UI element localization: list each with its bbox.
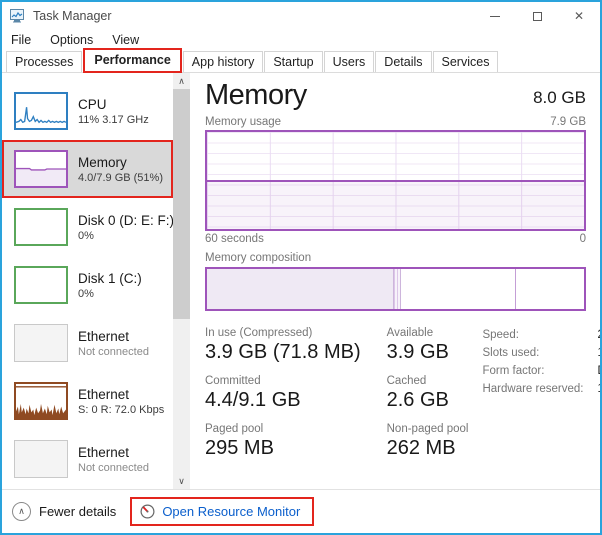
stat-in-use: In use (Compressed) 3.9 GB (71.8 MB)	[205, 327, 361, 363]
tab-processes[interactable]: Processes	[6, 51, 83, 72]
sidebar-item-cpu[interactable]: CPU 11% 3.17 GHz	[2, 82, 173, 140]
maximize-icon	[532, 11, 542, 21]
title-bar: Task Manager ✕	[2, 2, 600, 30]
sidebar-item-label: Ethernet	[78, 444, 130, 460]
sidebar-item-label: Ethernet	[78, 328, 130, 344]
memory-composition-label: Memory composition	[205, 252, 312, 264]
tab-services[interactable]: Services	[432, 51, 499, 72]
sidebar-item-detail: 0%	[78, 287, 94, 300]
scroll-up-icon[interactable]: ∧	[178, 75, 185, 86]
menu-view[interactable]: View	[112, 33, 140, 47]
sidebar-item-detail: Not connected	[78, 345, 149, 358]
menu-bar: File Options View	[2, 30, 600, 50]
axis-label-left: 60 seconds	[205, 233, 264, 245]
chevron-up-icon: ∧	[12, 502, 31, 521]
resource-list: CPU 11% 3.17 GHz Memory 4.0/7.9 GB (51%)	[2, 73, 173, 489]
sidebar-item-label: Disk 0 (D: E: F:)	[78, 212, 173, 228]
stat-cached: Cached 2.6 GB	[386, 375, 449, 411]
scroll-down-icon[interactable]: ∨	[178, 475, 185, 486]
scrollbar-track[interactable]	[173, 89, 190, 473]
tab-startup[interactable]: Startup	[264, 51, 323, 72]
sidebar-item-label: Ethernet	[78, 386, 130, 402]
ethernet1-graph-thumbnail	[14, 324, 68, 362]
sidebar-item-detail: 0%	[78, 229, 94, 242]
footer-bar: ∧ Fewer details Open Resource Monitor	[2, 489, 600, 533]
tab-users[interactable]: Users	[323, 51, 375, 72]
memory-stats: In use (Compressed) 3.9 GB (71.8 MB) Ava…	[205, 327, 468, 460]
disk1-graph-thumbnail	[14, 266, 68, 304]
tab-performance[interactable]: Performance	[83, 48, 182, 73]
open-resource-monitor-link[interactable]: Open Resource Monitor	[130, 497, 315, 526]
detail-form-factor-value: DIMM	[597, 365, 600, 377]
close-button[interactable]: ✕	[558, 2, 600, 30]
memory-usage-label: Memory usage	[205, 116, 282, 128]
menu-options[interactable]: Options	[50, 33, 94, 47]
sidebar-scrollbar[interactable]: ∧ ∨	[173, 73, 190, 489]
stat-non-paged-pool: Non-paged pool 262 MB	[386, 423, 469, 459]
detail-slots-value: 1 of 2	[597, 347, 600, 359]
sidebar-item-label: Memory	[78, 154, 127, 170]
minimize-button[interactable]	[474, 2, 516, 30]
sidebar-item-label: Disk 1 (C:)	[78, 270, 142, 286]
hardware-details: Speed: 2133 MHz Slots used: 1 of 2 Form …	[482, 329, 600, 460]
page-title: Memory	[205, 79, 307, 111]
memory-usage-max: 7.9 GB	[550, 116, 586, 128]
axis-label-right: 0	[579, 233, 586, 245]
detail-speed-value: 2133 MHz	[597, 329, 600, 341]
tab-bar: Processes Performance App history Startu…	[2, 48, 600, 73]
sidebar-item-detail: 11% 3.17 GHz	[78, 113, 149, 126]
tab-app-history[interactable]: App history	[182, 51, 264, 72]
stat-available: Available 3.9 GB	[386, 327, 449, 363]
cpu-graph-thumbnail	[14, 92, 68, 130]
window-title: Task Manager	[33, 9, 112, 23]
tab-details[interactable]: Details	[375, 51, 432, 72]
stat-committed: Committed 4.4/9.1 GB	[205, 375, 301, 411]
sidebar-item-ethernet-3[interactable]: Ethernet Not connected	[2, 430, 173, 488]
composition-segment-in-use	[207, 269, 394, 309]
sidebar-item-label: CPU	[78, 96, 107, 112]
composition-segment-standby	[401, 269, 517, 309]
memory-graph-thumbnail	[14, 150, 68, 188]
composition-segment-free	[516, 269, 584, 309]
maximize-button[interactable]	[516, 2, 558, 30]
ethernet3-graph-thumbnail	[14, 440, 68, 478]
detail-speed-label: Speed:	[482, 329, 519, 341]
sidebar-item-memory[interactable]: Memory 4.0/7.9 GB (51%)	[2, 140, 173, 198]
performance-sidebar: CPU 11% 3.17 GHz Memory 4.0/7.9 GB (51%)	[2, 73, 190, 489]
fewer-details-button[interactable]: ∧ Fewer details	[12, 502, 116, 521]
resource-monitor-gauge-icon	[140, 504, 155, 519]
memory-usage-fill	[207, 179, 584, 229]
scrollbar-thumb[interactable]	[173, 89, 190, 320]
task-manager-app-icon	[10, 9, 24, 23]
sidebar-item-disk1[interactable]: Disk 1 (C:) 0%	[2, 256, 173, 314]
ethernet2-graph-thumbnail	[14, 382, 68, 420]
sidebar-item-ethernet-1[interactable]: Ethernet Not connected	[2, 314, 173, 372]
sidebar-item-ethernet-2[interactable]: Ethernet S: 0 R: 72.0 Kbps	[2, 372, 173, 430]
menu-file[interactable]: File	[11, 33, 32, 47]
sidebar-item-detail: Not connected	[78, 461, 149, 474]
memory-total: 8.0 GB	[533, 88, 586, 107]
close-icon: ✕	[573, 9, 585, 23]
disk0-graph-thumbnail	[14, 208, 68, 246]
detail-slots-label: Slots used:	[482, 347, 540, 359]
composition-segment-modified	[393, 269, 402, 309]
memory-composition-bar[interactable]	[205, 267, 586, 311]
sidebar-item-detail: 4.0/7.9 GB (51%)	[78, 171, 163, 184]
detail-hw-reserved-label: Hardware reserved:	[482, 383, 584, 395]
stat-paged-pool: Paged pool 295 MB	[205, 423, 274, 459]
detail-hw-reserved-value: 103 MB	[597, 383, 600, 395]
sidebar-item-disk0[interactable]: Disk 0 (D: E: F:) 0%	[2, 198, 173, 256]
memory-usage-chart	[205, 130, 586, 231]
minimize-icon	[490, 15, 500, 17]
sidebar-item-detail: S: 0 R: 72.0 Kbps	[78, 403, 165, 416]
detail-form-factor-label: Form factor:	[482, 365, 545, 377]
memory-panel: Memory 8.0 GB Memory usage 7.9 GB 60 sec…	[190, 73, 600, 489]
